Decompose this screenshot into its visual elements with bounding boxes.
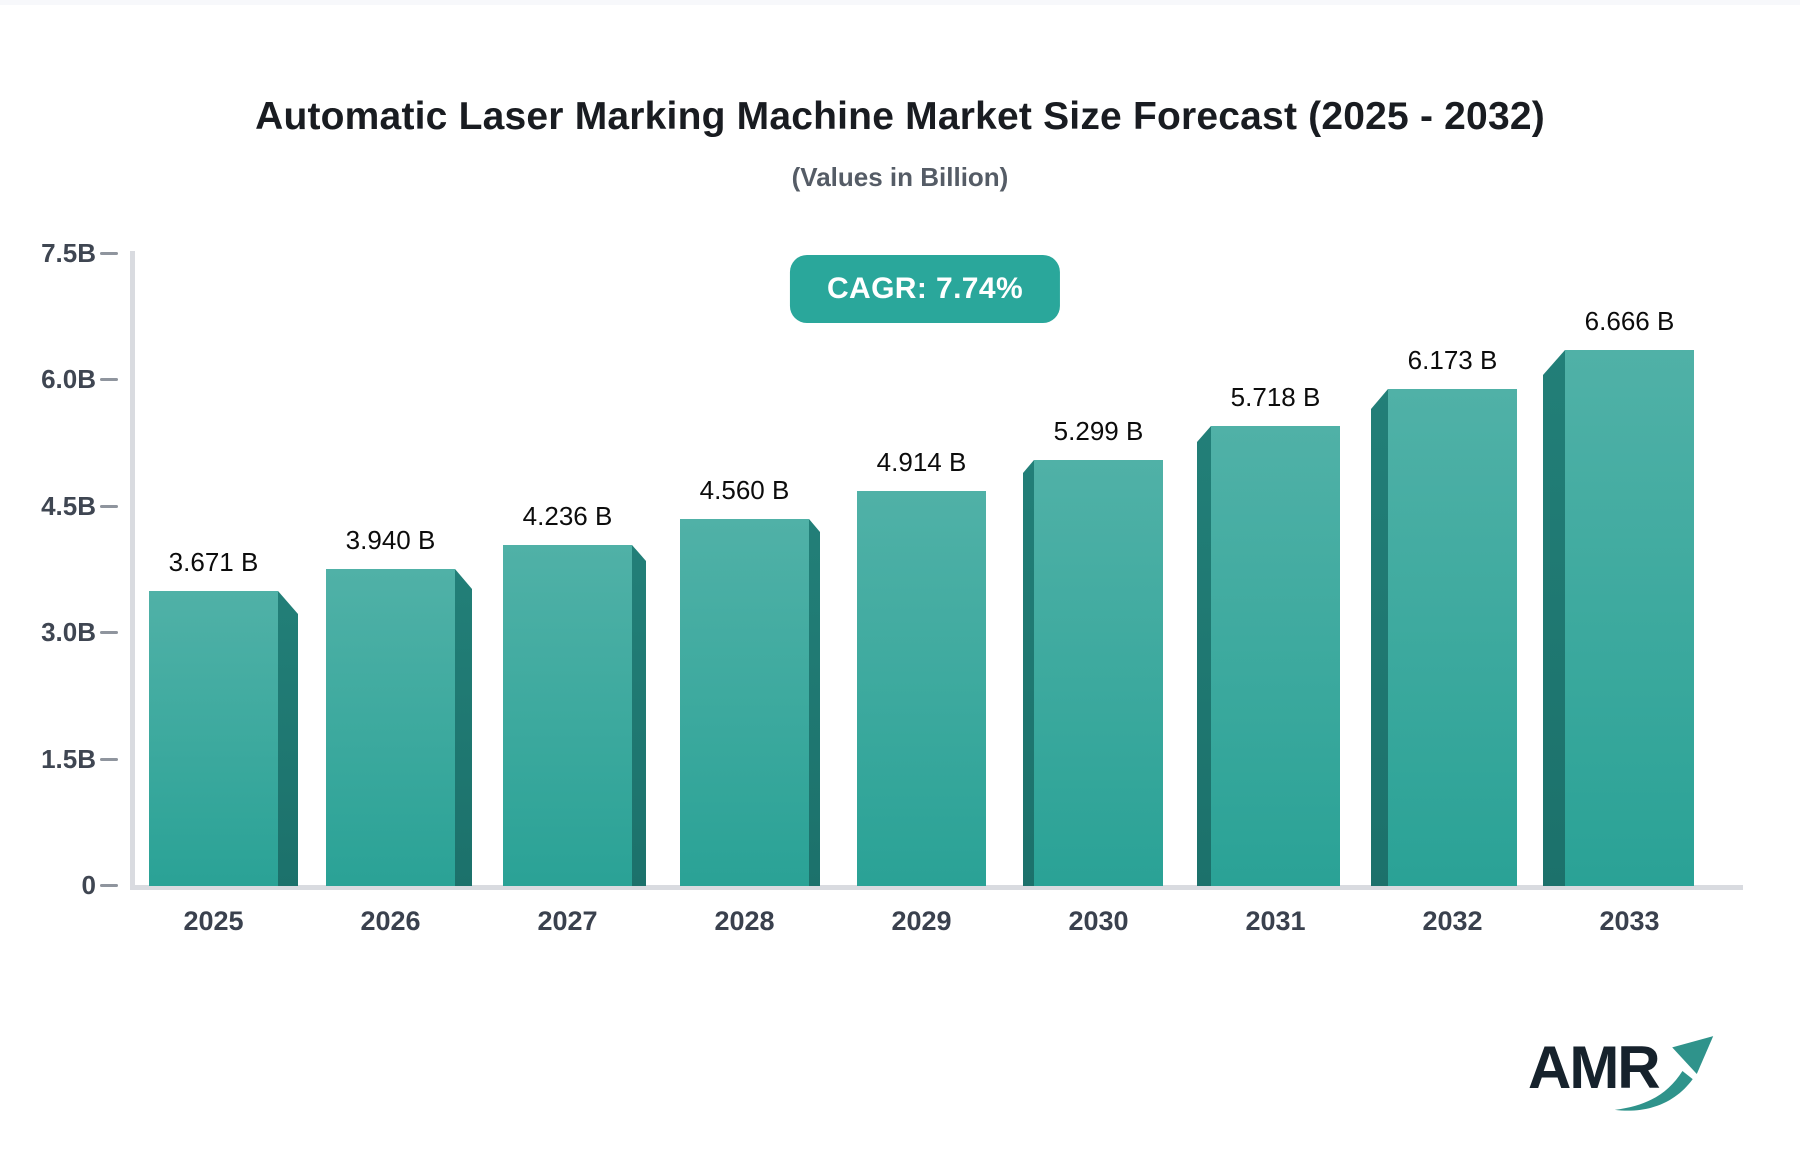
bar-value-label: 4.914 B xyxy=(876,447,967,477)
bar-2031 xyxy=(1211,426,1340,886)
bar-value-label: 4.236 B xyxy=(522,501,613,531)
bar-value-label: 5.299 B xyxy=(1053,416,1144,446)
bar-2025 xyxy=(149,591,278,886)
y-tick-label: 7.5B xyxy=(41,238,96,268)
cagr-badge: CAGR: 7.74% xyxy=(789,255,1061,323)
top-strip xyxy=(0,0,1800,5)
bar-2032 xyxy=(1388,389,1517,886)
growth-arrow-icon xyxy=(1614,1036,1714,1111)
bar-value-label: 6.666 B xyxy=(1584,306,1675,336)
bar-2030 xyxy=(1034,460,1163,886)
y-tick-dash xyxy=(100,504,118,508)
page-title: Automatic Laser Marking Machine Market S… xyxy=(255,95,1545,138)
bar-2033 xyxy=(1565,350,1694,886)
x-axis-label-2031: 2031 xyxy=(1245,906,1306,936)
bar-2029 xyxy=(857,491,986,886)
y-tick-label: 6.0B xyxy=(41,364,96,395)
y-tick-dash xyxy=(100,884,118,887)
y-tick-dash xyxy=(100,757,118,761)
bar-2028 xyxy=(680,519,809,886)
x-axis-label-2028: 2028 xyxy=(714,906,775,936)
bar-value-label: 4.560 B xyxy=(699,475,790,505)
y-tick-label: 3.0B xyxy=(41,617,96,648)
x-axis-label-2026: 2026 xyxy=(360,906,421,936)
y-tick-label: 0 xyxy=(81,870,96,900)
bar-value-label: 5.718 B xyxy=(1230,382,1321,412)
bar-side xyxy=(455,569,472,886)
bar-side xyxy=(1543,350,1565,886)
x-axis-label-2033: 2033 xyxy=(1599,906,1660,936)
x-baseline xyxy=(130,885,1743,890)
bar-value-label: 3.940 B xyxy=(345,525,436,555)
x-axis-label-2027: 2027 xyxy=(537,906,598,936)
y-tick-dash xyxy=(100,252,118,255)
bar-side xyxy=(1197,426,1211,886)
x-axis-label-2032: 2032 xyxy=(1422,906,1483,936)
bar-2026 xyxy=(326,569,455,886)
x-axis-label-2029: 2029 xyxy=(891,906,952,936)
x-axis-label-2030: 2030 xyxy=(1068,906,1129,936)
brand-logo-text: AMR xyxy=(1528,1034,1661,1101)
bar-side xyxy=(1023,460,1034,886)
page-subtitle: (Values in Billion) xyxy=(791,162,1009,192)
bar-value-label: 3.671 B xyxy=(168,547,259,577)
cagr-badge-label: CAGR: 7.74% xyxy=(826,272,1024,305)
bar-side xyxy=(1371,389,1388,886)
bar-side xyxy=(632,545,646,886)
y-tick-dash xyxy=(100,378,118,382)
bar-side xyxy=(278,591,298,886)
x-axis-label-2025: 2025 xyxy=(183,906,244,936)
bar-side xyxy=(809,519,820,886)
brand-logo: AMR xyxy=(1528,1036,1718,1116)
bar-value-label: 6.173 B xyxy=(1407,345,1498,375)
y-axis-line xyxy=(130,251,135,890)
y-tick-label: 1.5B xyxy=(41,743,96,774)
bar-2027 xyxy=(503,545,632,886)
y-tick-label: 4.5B xyxy=(41,490,96,521)
y-tick-dash xyxy=(100,631,118,635)
